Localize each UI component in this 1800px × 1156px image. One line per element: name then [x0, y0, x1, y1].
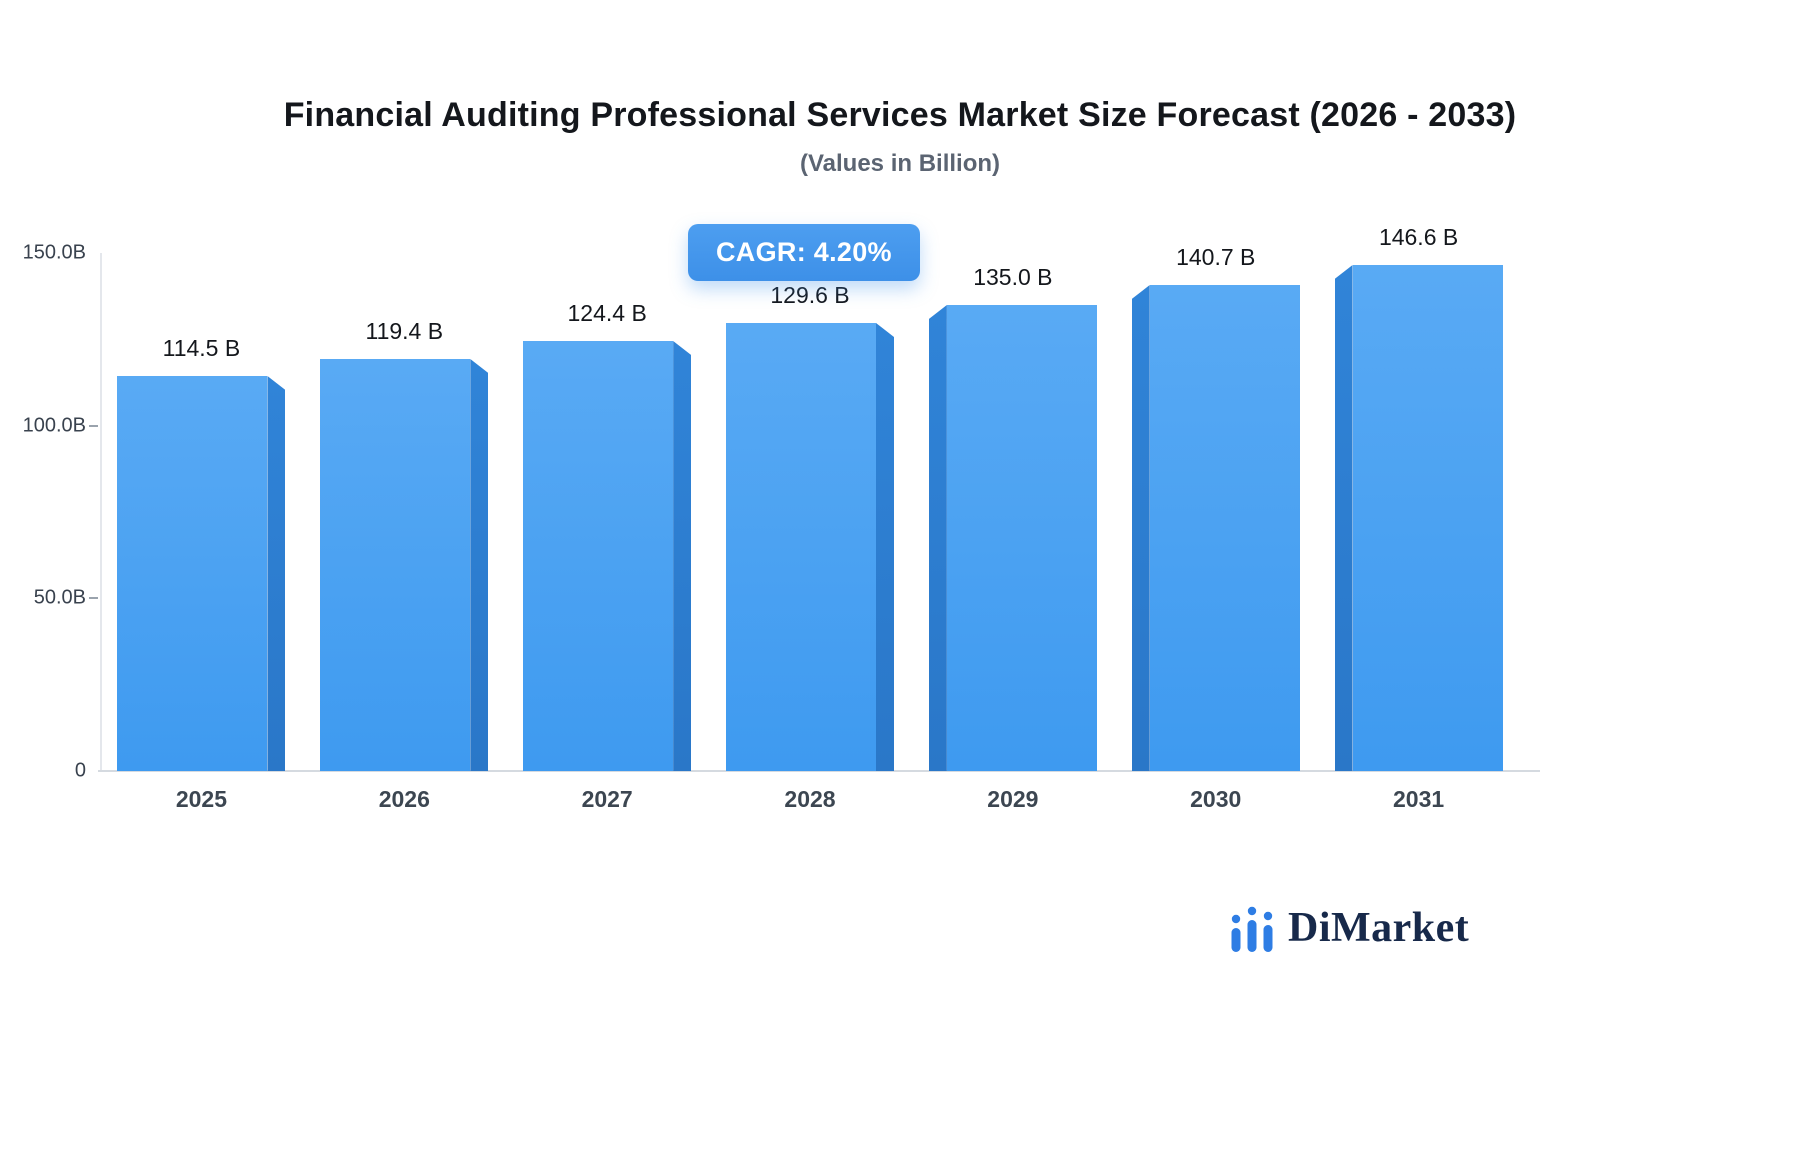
y-tick-mark — [89, 424, 98, 427]
y-axis-line — [100, 253, 102, 771]
plot-area: 114.5 B 119.4 B 124.4 B 129.6 B 135.0 B 140.7… — [23, 224, 1540, 782]
bar — [1334, 265, 1503, 771]
x-tick-label: 2029 — [987, 786, 1039, 812]
cagr-badge: CAGR: 4.20% — [688, 224, 920, 281]
x-tick-label: 2026 — [378, 786, 430, 812]
brand-name: DiMarket — [1288, 905, 1470, 951]
y-tick-mark — [89, 597, 98, 600]
bar-side — [267, 376, 286, 771]
bar-face — [726, 323, 876, 771]
chart-subtitle: (Values in Billion) — [799, 150, 1001, 177]
bar-group: 135.0 B — [911, 253, 1114, 771]
bar-group: 140.7 B — [1114, 244, 1317, 771]
bars-container: 114.5 B 119.4 B 124.4 B 129.6 B 135.0 B 140.7… — [100, 224, 1520, 771]
bar-value-label: 124.4 B — [567, 300, 647, 326]
bar-face — [117, 376, 268, 771]
y-tick-label: 100.0B — [22, 414, 86, 437]
bar-value-label: 129.6 B — [770, 282, 850, 308]
bar-group: 124.4 B — [506, 253, 709, 771]
bar-value-label: 140.7 B — [1176, 244, 1256, 270]
bar — [726, 323, 894, 771]
x-tick-label: 2030 — [1190, 786, 1242, 812]
x-tick-label: 2027 — [581, 786, 633, 812]
bar-face — [1352, 265, 1503, 771]
bar — [928, 305, 1097, 771]
x-tick-label: 2028 — [784, 786, 836, 812]
bar-value-label: 135.0 B — [973, 264, 1053, 290]
bar-face — [946, 305, 1097, 771]
bar-value-label: 119.4 B — [365, 318, 444, 344]
chart-title: Financial Auditing Professional Services… — [283, 96, 1517, 134]
x-tick-label: 2031 — [1393, 786, 1445, 812]
bar-side — [673, 341, 692, 771]
x-tick-label: 2025 — [175, 786, 228, 812]
bar-group: 114.5 B — [100, 253, 303, 771]
bar — [320, 359, 489, 771]
bar — [117, 376, 286, 771]
bar-side — [470, 359, 489, 771]
bar-side — [1334, 265, 1353, 771]
bar — [523, 341, 692, 771]
bar-face — [523, 341, 674, 771]
bar-face — [320, 359, 471, 771]
y-tick-label: 150.0B — [22, 241, 86, 264]
bar-side — [876, 323, 894, 771]
bar-value-label: 114.5 B — [162, 335, 241, 361]
bar-side — [928, 305, 947, 771]
bar-group: 119.4 B — [303, 253, 506, 771]
bar-face — [1149, 285, 1300, 771]
bar-value-label: 146.6 B — [1378, 224, 1459, 250]
bar-group: 146.6 B — [1317, 224, 1520, 771]
y-tick-label: 0 — [74, 759, 86, 782]
bar-side — [1131, 285, 1150, 771]
bar — [1131, 285, 1300, 771]
bar-chart-logo-icon — [1228, 902, 1276, 954]
x-axis-labels: 2025 2026 2027 2028 2029 2030 2031 — [100, 786, 1520, 813]
brand-logo: DiMarket — [1228, 902, 1469, 954]
bar-group: 129.6 B — [709, 253, 912, 771]
x-axis-baseline — [98, 770, 1540, 772]
y-tick-label: 50.0B — [33, 586, 86, 609]
